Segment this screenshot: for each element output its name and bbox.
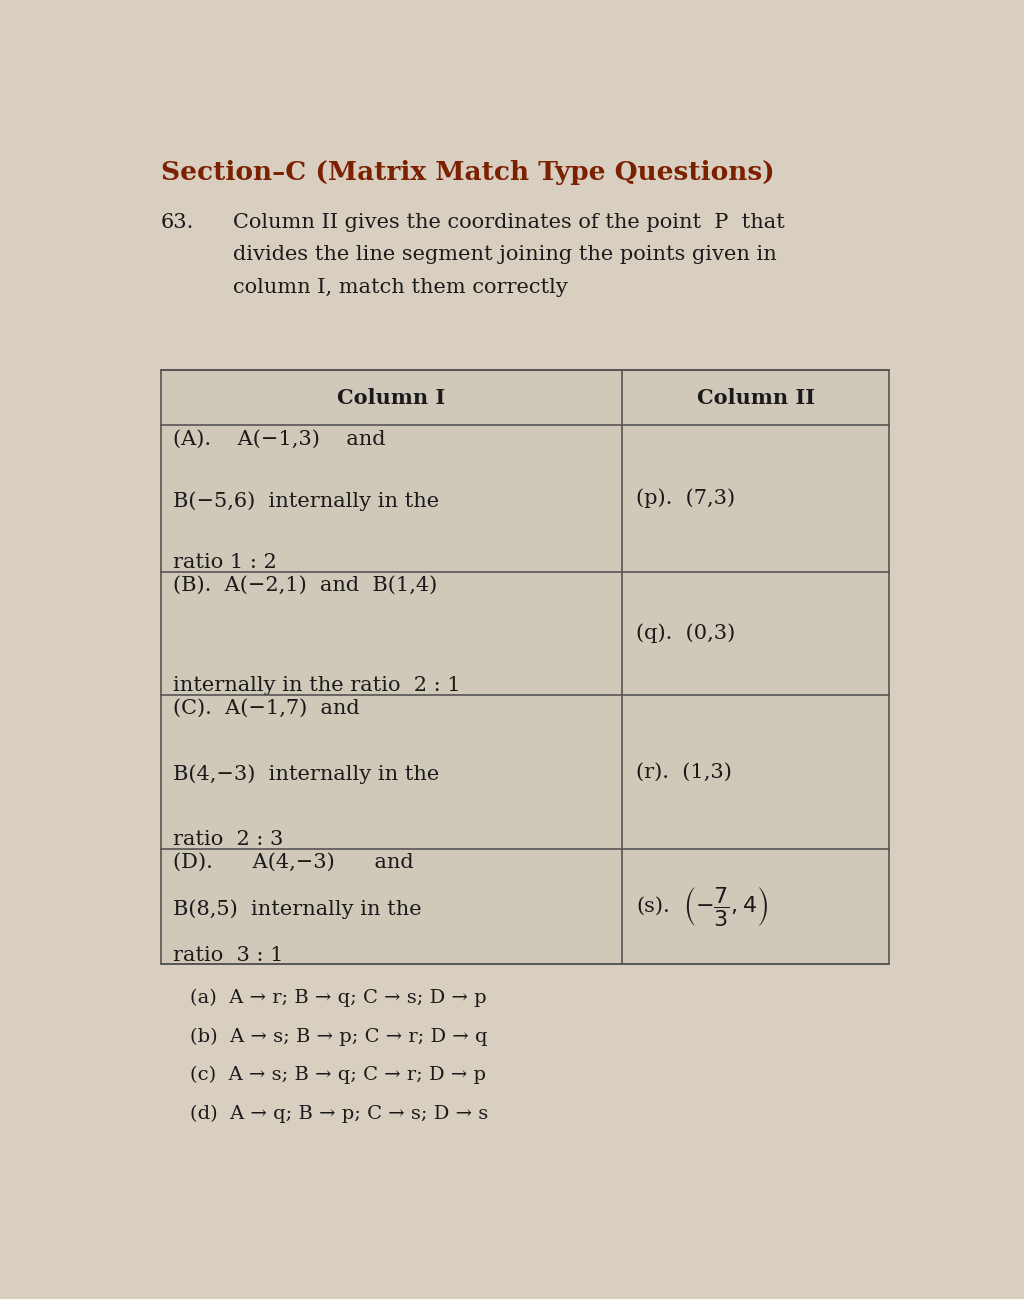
Text: (c)  A → s; B → q; C → r; D → p: (c) A → s; B → q; C → r; D → p (190, 1066, 486, 1085)
Text: 63.: 63. (161, 213, 194, 231)
Text: B(4,−3)  internally in the: B(4,−3) internally in the (173, 764, 439, 785)
Text: (r).  (1,3): (r). (1,3) (636, 763, 732, 782)
Text: Column II: Column II (696, 387, 815, 408)
Text: divides the line segment joining the points given in: divides the line segment joining the poi… (232, 246, 776, 264)
Text: B(8,5)  internally in the: B(8,5) internally in the (173, 899, 422, 918)
Text: Section–C (Matrix Match Type Questions): Section–C (Matrix Match Type Questions) (161, 160, 774, 184)
Text: column I, match them correctly: column I, match them correctly (232, 278, 567, 296)
Text: (B).  A(−2,1)  and  B(1,4): (B). A(−2,1) and B(1,4) (173, 575, 437, 595)
Text: Column I: Column I (337, 387, 445, 408)
Text: (D).      A(4,−3)      and: (D). A(4,−3) and (173, 853, 414, 872)
Text: (s).: (s). (636, 898, 670, 916)
Text: (b)  A → s; B → p; C → r; D → q: (b) A → s; B → p; C → r; D → q (190, 1028, 487, 1046)
Text: internally in the ratio  2 : 1: internally in the ratio 2 : 1 (173, 677, 461, 695)
Text: ratio  3 : 1: ratio 3 : 1 (173, 946, 284, 965)
Text: (p).  (7,3): (p). (7,3) (636, 488, 735, 508)
Text: (q).  (0,3): (q). (0,3) (636, 624, 735, 643)
Bar (161, 370, 889, 964)
Text: ratio  2 : 3: ratio 2 : 3 (173, 830, 284, 850)
Text: (a)  A → r; B → q; C → s; D → p: (a) A → r; B → q; C → s; D → p (190, 989, 486, 1007)
Text: ratio 1 : 2: ratio 1 : 2 (173, 553, 276, 572)
Text: (C).  A(−1,7)  and: (C). A(−1,7) and (173, 699, 359, 718)
Text: (d)  A → q; B → p; C → s; D → s: (d) A → q; B → p; C → s; D → s (190, 1104, 488, 1122)
Text: B(−5,6)  internally in the: B(−5,6) internally in the (173, 491, 439, 511)
Text: Column II gives the coordinates of the point  P  that: Column II gives the coordinates of the p… (232, 213, 784, 231)
Text: $\left(-\dfrac{7}{3},4\right)$: $\left(-\dfrac{7}{3},4\right)$ (683, 885, 768, 927)
Text: (A).    A(−1,3)    and: (A). A(−1,3) and (173, 430, 385, 448)
